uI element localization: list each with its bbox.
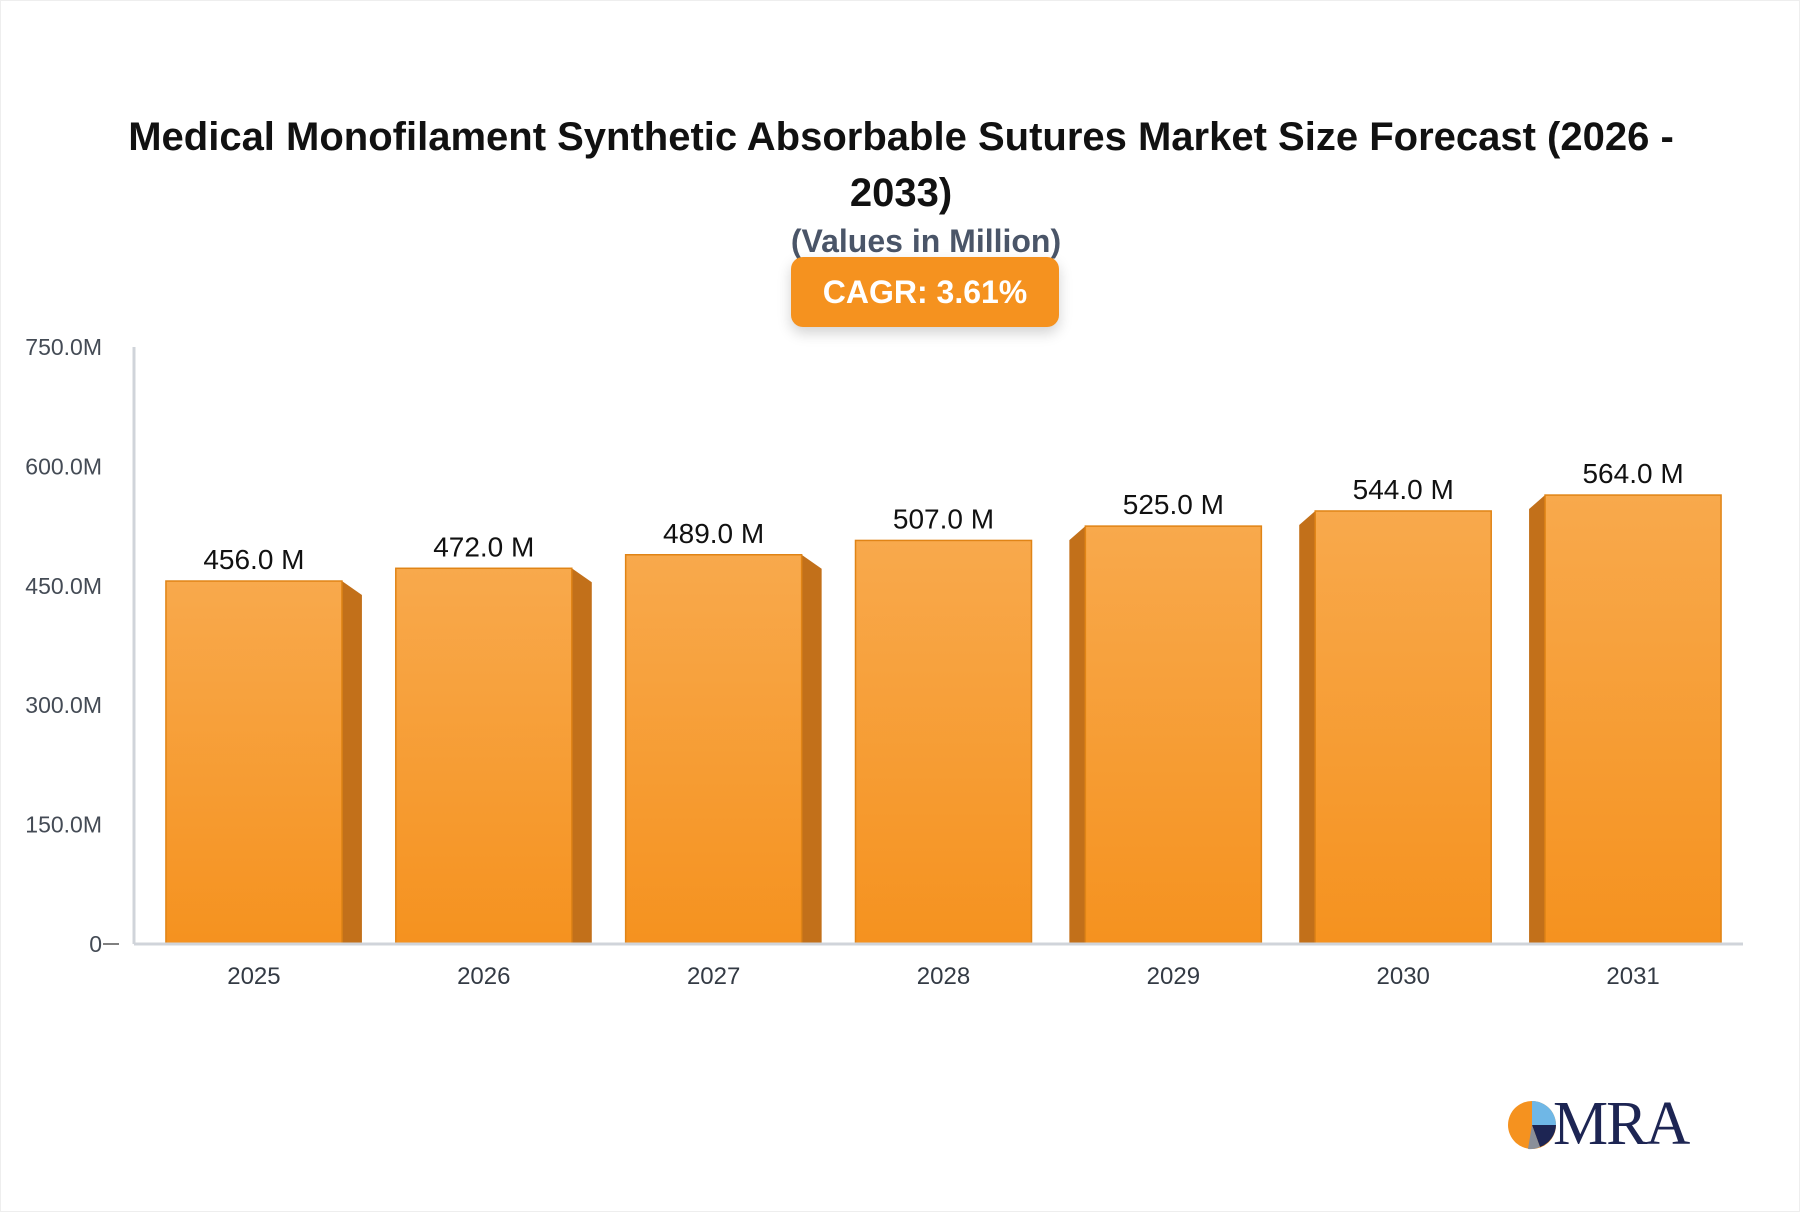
bar-data-label: 544.0 M (1353, 474, 1454, 505)
bar-data-label: 489.0 M (663, 518, 764, 549)
axes-group: 0 150.0M 300.0M 450.0M 600.0M 750.0M (25, 334, 1743, 957)
bar-data-label: 564.0 M (1582, 458, 1683, 489)
y-tick-label: 150.0M (25, 812, 102, 838)
mra-logo: MRA (1506, 1091, 1696, 1161)
bar-data-label: 507.0 M (893, 503, 994, 534)
bar-side (1069, 526, 1086, 944)
logo-text: MRA (1553, 1090, 1690, 1158)
bar-data-label: 472.0 M (433, 531, 534, 562)
x-tick-label: 2027 (687, 963, 740, 990)
logo-pie-icon (1508, 1101, 1556, 1150)
y-tick-label: 750.0M (25, 334, 102, 360)
bar (1084, 525, 1263, 945)
bar-side (571, 568, 592, 944)
cagr-badge: CAGR: 3.61% (791, 257, 1059, 327)
bar-side (341, 581, 362, 944)
y-tick-label: 300.0M (25, 692, 102, 718)
bar (1314, 510, 1492, 945)
bar-data-label: 456.0 M (203, 544, 304, 575)
y-tick-label: 600.0M (25, 453, 102, 479)
x-tick-label: 2030 (1377, 963, 1430, 990)
bar (854, 539, 1033, 945)
x-tick-label: 2028 (917, 963, 970, 990)
chart-title: Medical Monofilament Synthetic Absorbabl… (128, 115, 1674, 215)
bar (395, 567, 573, 945)
bar-side (1299, 510, 1316, 944)
bar (624, 554, 803, 945)
bar-side (1529, 495, 1546, 944)
chart-subtitle: (Values in Million) (790, 223, 1062, 259)
x-tick-label: 2026 (457, 963, 510, 990)
x-tick-label: 2031 (1606, 963, 1659, 990)
labels-group: 456.0 M 2025 472.0 M 2026 489.0 M 2027 507.0 M… (203, 458, 1683, 990)
x-tick-label: 2029 (1147, 963, 1200, 990)
y-tick-label: 450.0M (25, 573, 102, 599)
bar (1544, 494, 1722, 945)
y-tick-label: 0 (89, 931, 102, 957)
bar-data-label: 525.0 M (1123, 489, 1224, 520)
bars-group (165, 494, 1722, 945)
x-tick-label: 2025 (227, 963, 280, 990)
bar (165, 580, 343, 945)
bar-side (801, 554, 822, 944)
